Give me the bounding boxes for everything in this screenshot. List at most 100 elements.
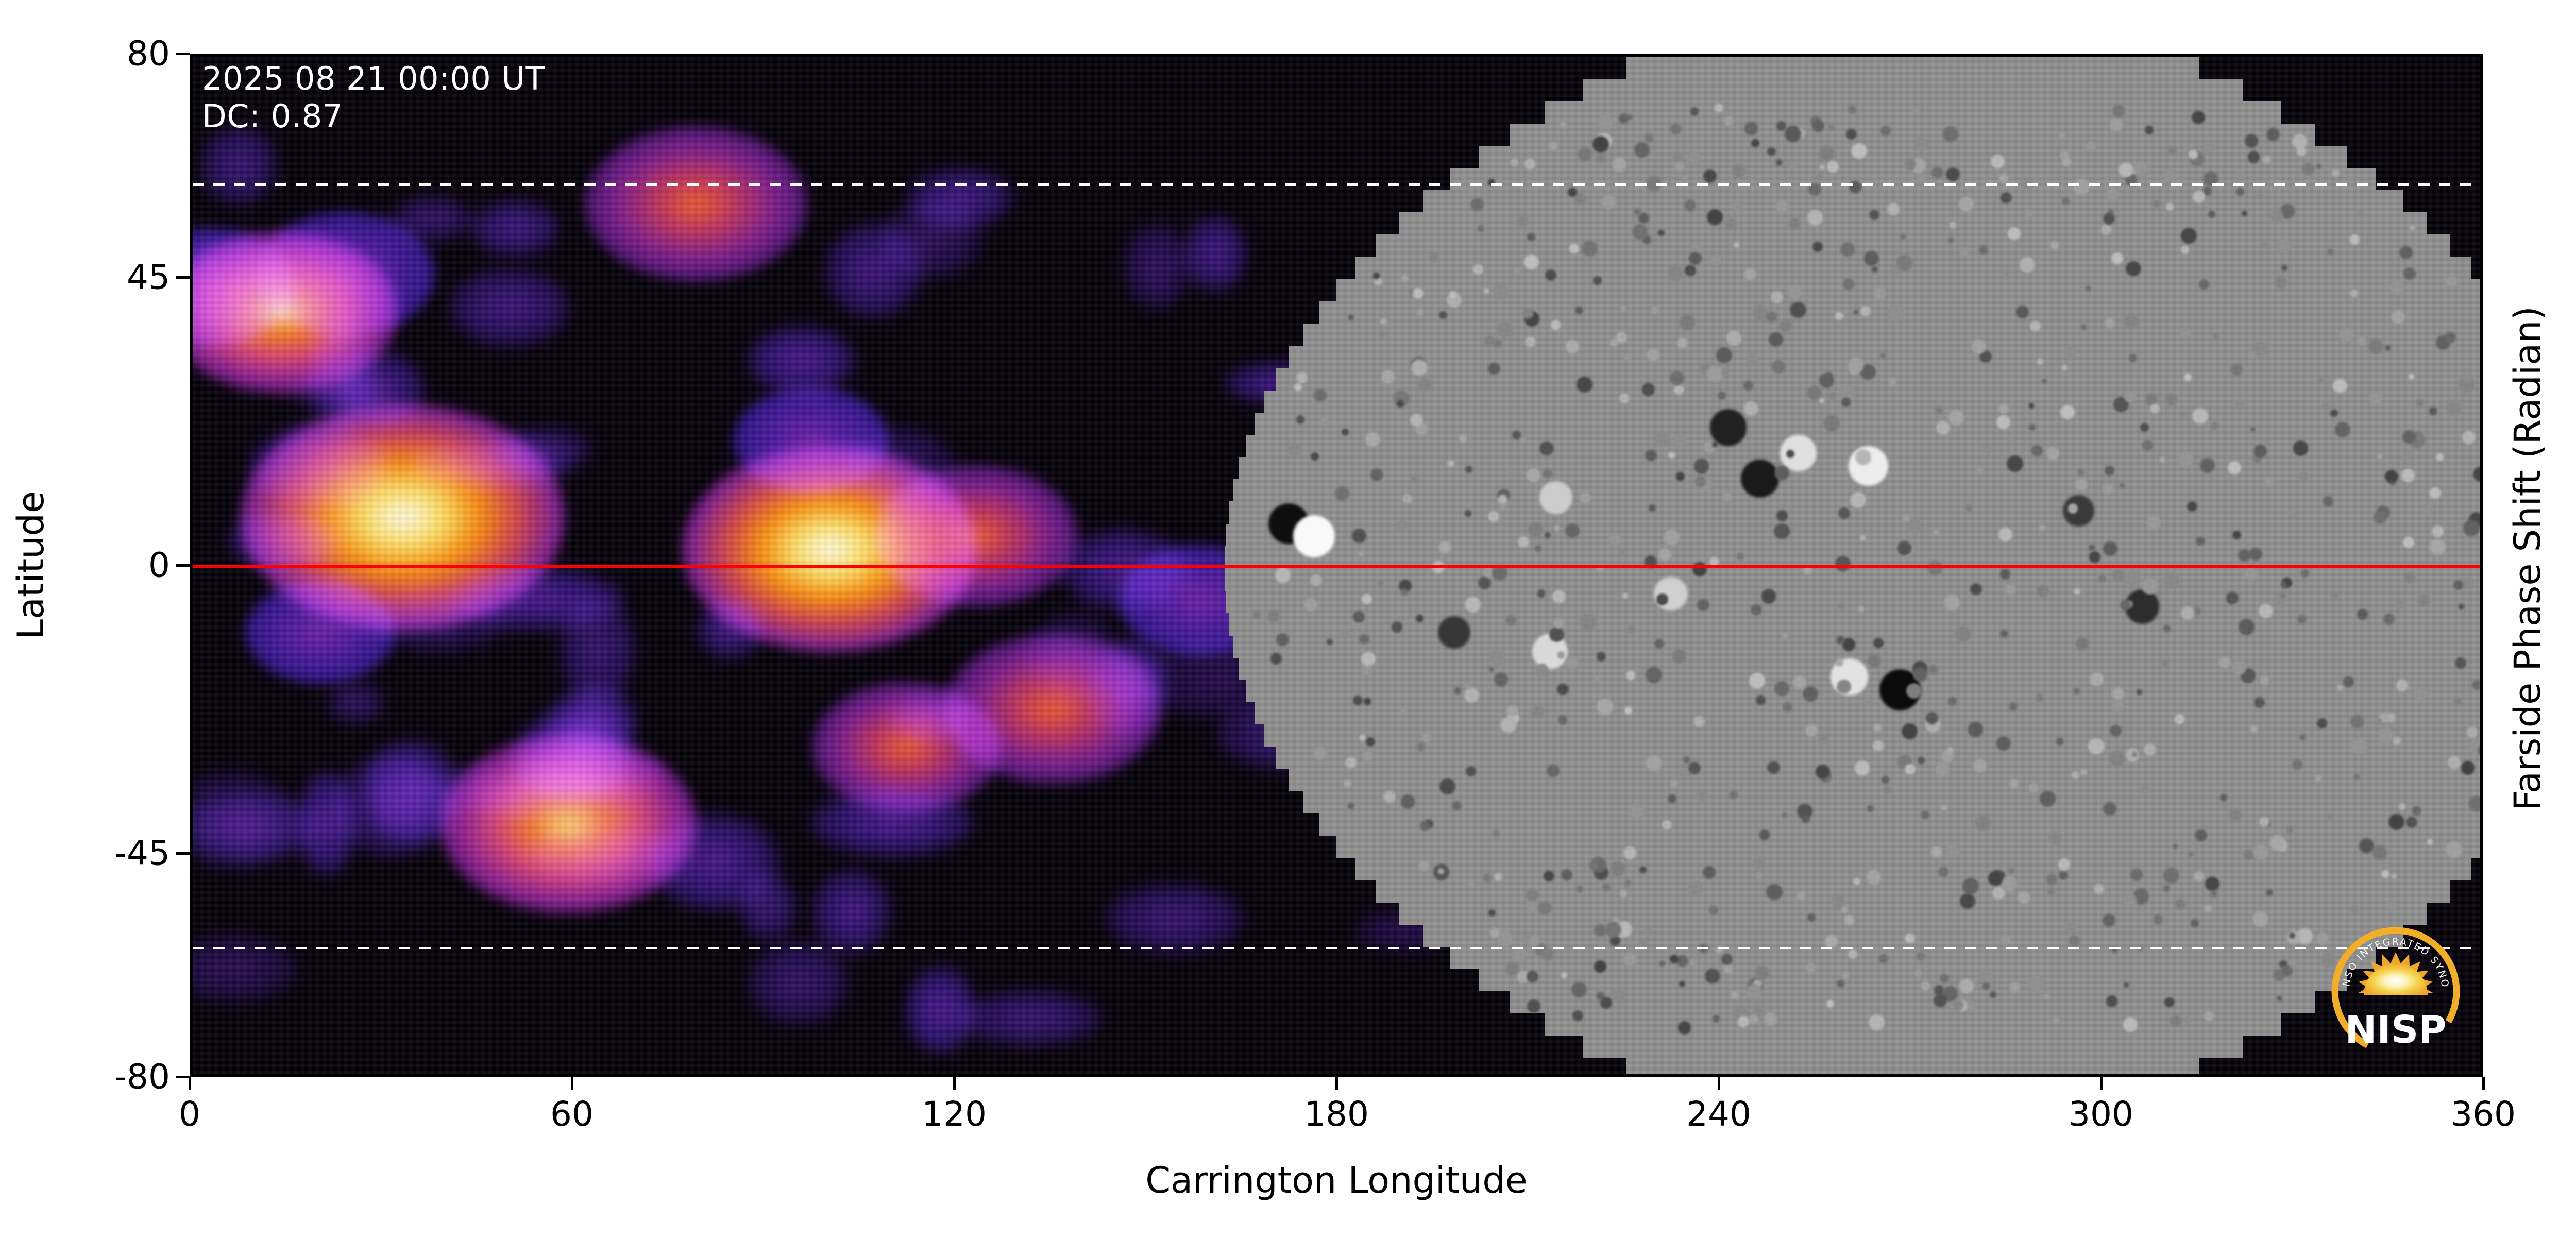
x-tick-label: 60	[550, 1094, 594, 1134]
magnetogram-speckle	[2160, 457, 2165, 463]
magnetogram-speckle	[2076, 637, 2089, 650]
magnetogram-speckle	[1980, 970, 1993, 983]
magnetogram-speckle	[1829, 392, 1836, 399]
magnetogram-speckle	[2287, 826, 2293, 833]
magnetogram-speckle	[1837, 680, 1851, 694]
magnetogram-speckle	[2020, 257, 2035, 273]
magnetogram-speckle	[2124, 894, 2137, 906]
magnetogram-speckle	[1527, 971, 1538, 982]
magnetogram-speckle	[2281, 582, 2287, 588]
magnetogram-speckle	[1506, 962, 1518, 975]
magnetogram-speckle	[1602, 884, 1610, 891]
magnetogram-speckle	[2141, 785, 2149, 793]
magnetogram-speckle	[2262, 156, 2270, 164]
overlay-date: 2025 08 21 00:00 UT	[202, 60, 545, 97]
magnetogram-speckle	[2181, 606, 2194, 620]
magnetogram-speckle	[1882, 776, 1889, 784]
magnetogram-speckle	[1836, 636, 1845, 645]
magnetogram-speckle	[2335, 422, 2350, 437]
magnetogram-speckle	[2164, 997, 2175, 1008]
magnetogram-speckle	[1805, 724, 1817, 736]
magnetogram-speckle	[1841, 907, 1848, 913]
magnetogram-speckle	[2399, 803, 2405, 810]
magnetogram-speckle	[1397, 520, 1408, 531]
magnetogram-speckle	[1493, 284, 1509, 300]
magnetogram-speckle	[1575, 307, 1583, 315]
magnetogram-speckle	[2120, 600, 2131, 610]
magnetogram-speckle	[1364, 698, 1371, 705]
magnetogram-speckle	[1948, 697, 1957, 706]
magnetogram-speckle	[1689, 959, 1697, 966]
magnetogram-speckle	[2075, 478, 2088, 491]
magnetogram-speckle	[2006, 584, 2016, 595]
magnetogram-speckle	[1725, 218, 1736, 229]
y-tick	[176, 852, 190, 855]
x-tick-label: 0	[179, 1094, 200, 1134]
magnetogram-speckle	[1270, 653, 1282, 664]
magnetogram-speckle	[2211, 891, 2217, 897]
magnetogram-speckle	[1838, 603, 1844, 609]
magnetogram-speckle	[1860, 535, 1866, 540]
magnetogram-speckle	[1819, 373, 1834, 388]
magnetogram-speckle	[1776, 121, 1786, 130]
magnetogram-speckle	[2467, 727, 2478, 738]
magnetogram-speckle	[2050, 241, 2059, 249]
solar-synoptic-map: NISP NSO INTEGRATED SYNOPTIC PROGRAM 202…	[190, 54, 2483, 1077]
magnetogram-speckle	[1619, 113, 1629, 123]
y-tick	[176, 564, 190, 567]
magnetogram-speckle	[1948, 410, 1964, 426]
magnetogram-speckle	[2123, 1017, 2137, 1031]
magnetogram-speckle	[2204, 142, 2214, 152]
magnetogram-speckle	[1468, 881, 1474, 887]
magnetogram-speckle	[2112, 105, 2125, 117]
magnetogram-speckle	[1535, 545, 1541, 551]
magnetogram-speckle	[1594, 960, 1606, 972]
magnetogram-speckle	[1410, 414, 1423, 427]
magnetogram-speckle	[1628, 625, 1635, 633]
magnetogram-active-region	[1741, 460, 1779, 498]
magnetogram-speckle	[2253, 445, 2267, 458]
magnetogram-speckle	[1511, 159, 1518, 166]
magnetogram-speckle	[2163, 868, 2179, 884]
magnetogram-speckle	[2463, 520, 2480, 536]
magnetogram-speckle	[2252, 911, 2268, 927]
magnetogram-speckle	[2137, 689, 2142, 695]
magnetogram-speckle	[1713, 1015, 1720, 1022]
magnetogram-speckle	[2402, 430, 2416, 444]
magnetogram-speckle	[1557, 684, 1568, 695]
magnetogram-speckle	[2391, 310, 2405, 324]
magnetogram-speckle	[2010, 982, 2020, 993]
magnetogram-speckle	[2073, 179, 2089, 195]
magnetogram-speckle	[1352, 529, 1366, 543]
magnetogram-speckle	[1744, 268, 1756, 280]
magnetogram-speckle	[2219, 656, 2231, 668]
magnetogram-speckle	[2126, 261, 2141, 276]
magnetogram-speckle	[1362, 594, 1372, 604]
y-tick-label: 80	[127, 34, 170, 74]
magnetogram-speckle	[1532, 706, 1544, 718]
magnetogram-speckle	[1793, 675, 1806, 689]
y-tick-label: 0	[148, 546, 170, 585]
magnetogram-speckle	[1484, 289, 1489, 294]
magnetogram-speckle	[2018, 891, 2030, 904]
magnetogram-speckle	[1577, 377, 1592, 393]
magnetogram-speckle	[2062, 365, 2067, 370]
magnetogram-speckle	[2289, 932, 2295, 939]
x-axis-label: Carrington Longitude	[1145, 1159, 1527, 1201]
magnetogram-speckle	[1506, 615, 1516, 625]
magnetogram-speckle	[1662, 820, 1671, 829]
y-tick-label: -45	[114, 833, 170, 873]
magnetogram-speckle	[2228, 461, 2241, 474]
magnetogram-active-region	[2063, 495, 2095, 527]
magnetogram-speckle	[2328, 249, 2334, 255]
magnetogram-speckle	[1734, 242, 1739, 247]
magnetogram-speckle	[2339, 328, 2353, 342]
magnetogram-speckle	[2232, 531, 2241, 539]
magnetogram-speckle	[1692, 562, 1707, 576]
magnetogram-speckle	[1561, 869, 1572, 880]
magnetogram-speckle	[2146, 516, 2161, 530]
magnetogram-speckle	[1658, 230, 1664, 236]
magnetogram-speckle	[2089, 551, 2100, 563]
magnetogram-speckle	[2086, 286, 2091, 292]
magnetogram-speckle	[2235, 400, 2245, 410]
